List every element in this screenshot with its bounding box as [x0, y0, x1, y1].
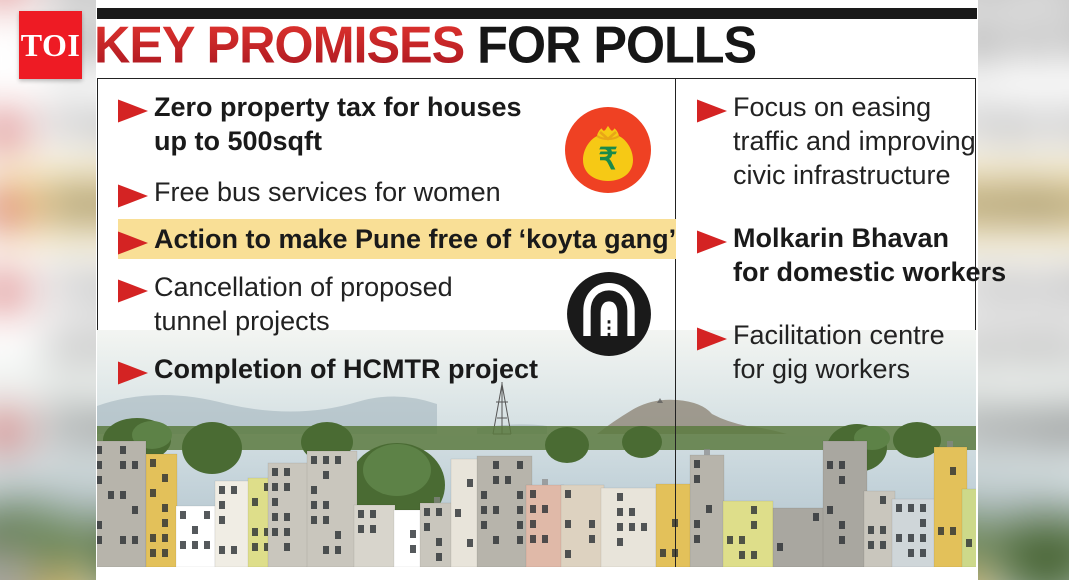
svg-text:₹: ₹	[598, 143, 617, 176]
